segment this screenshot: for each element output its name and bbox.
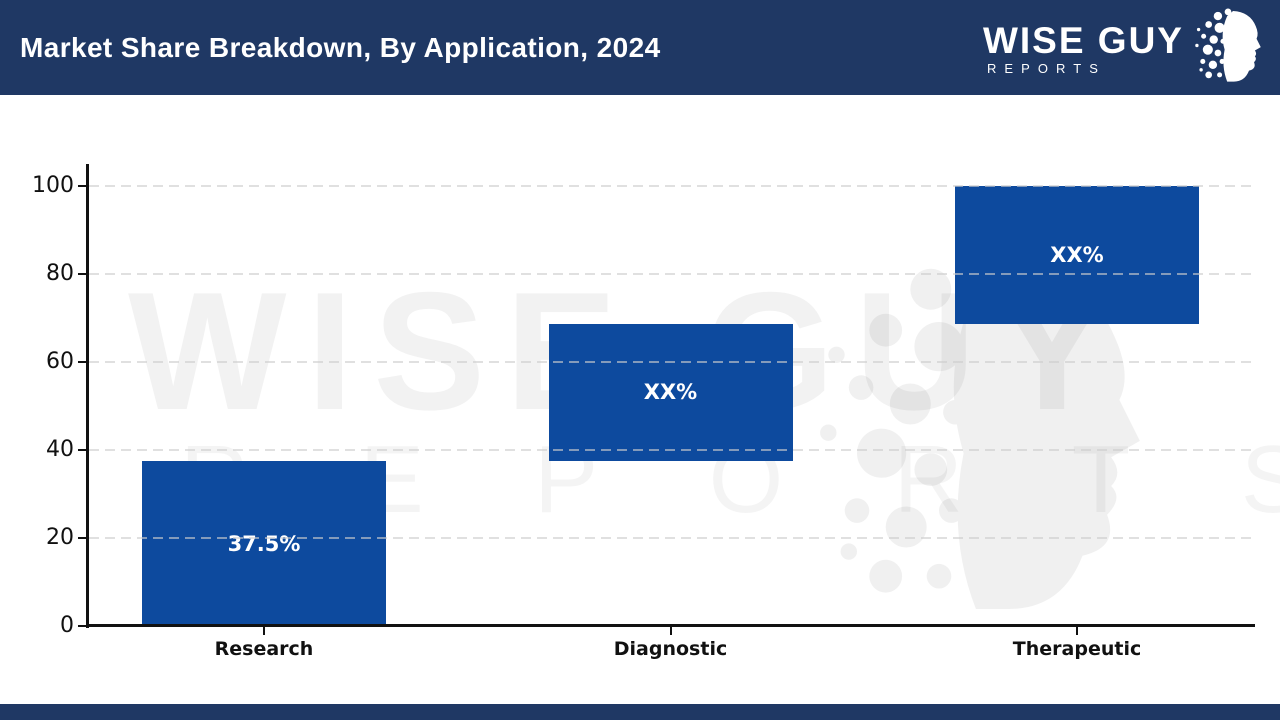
gridline [89, 273, 1255, 275]
header: Market Share Breakdown, By Application, … [0, 0, 1280, 95]
y-tick-label: 0 [60, 613, 74, 638]
y-tick-mark [78, 185, 87, 187]
logo-subtitle: REPORTS [986, 60, 1106, 76]
x-tick-label: Diagnostic [613, 638, 728, 660]
y-axis-line [86, 164, 89, 628]
y-tick-label: 40 [46, 437, 74, 462]
y-tick-mark [78, 537, 87, 539]
y-tick-label: 20 [46, 525, 74, 550]
x-tick-mark [263, 627, 265, 635]
bar-diagnostic: XX% [548, 323, 793, 461]
y-tick-mark [78, 625, 87, 627]
bar-value-label: XX% [643, 380, 698, 405]
y-tick-label: 100 [32, 173, 74, 198]
bar-therapeutic: XX% [955, 186, 1199, 324]
x-tick-mark [669, 627, 672, 635]
y-tick-mark [78, 361, 87, 363]
logo-text: WISE GUY REPORTS [983, 22, 1184, 75]
y-tick-label: 60 [46, 349, 74, 374]
logo: WISE GUY REPORTS [983, 4, 1270, 92]
y-tick-label: 80 [46, 261, 74, 286]
bar-value-label: 37.5% [227, 531, 301, 556]
x-axis-line [86, 624, 1255, 627]
x-tick-label: Therapeutic [1012, 638, 1142, 660]
gridline [89, 537, 1255, 539]
x-tick-label: Research [214, 638, 314, 660]
logo-wordmark: WISE GUY [982, 19, 1184, 61]
page-title: Market Share Breakdown, By Application, … [20, 31, 661, 63]
bar-research: 37.5% [142, 461, 386, 626]
footer-bar [0, 704, 1280, 720]
bar-value-label: XX% [1050, 242, 1104, 267]
gridline [89, 361, 1255, 363]
gridline [89, 449, 1255, 451]
logo-face-icon [1195, 8, 1261, 82]
y-tick-mark [78, 273, 87, 275]
y-tick-mark [78, 449, 87, 451]
gridline [89, 185, 1255, 187]
x-tick-mark [1076, 627, 1078, 635]
